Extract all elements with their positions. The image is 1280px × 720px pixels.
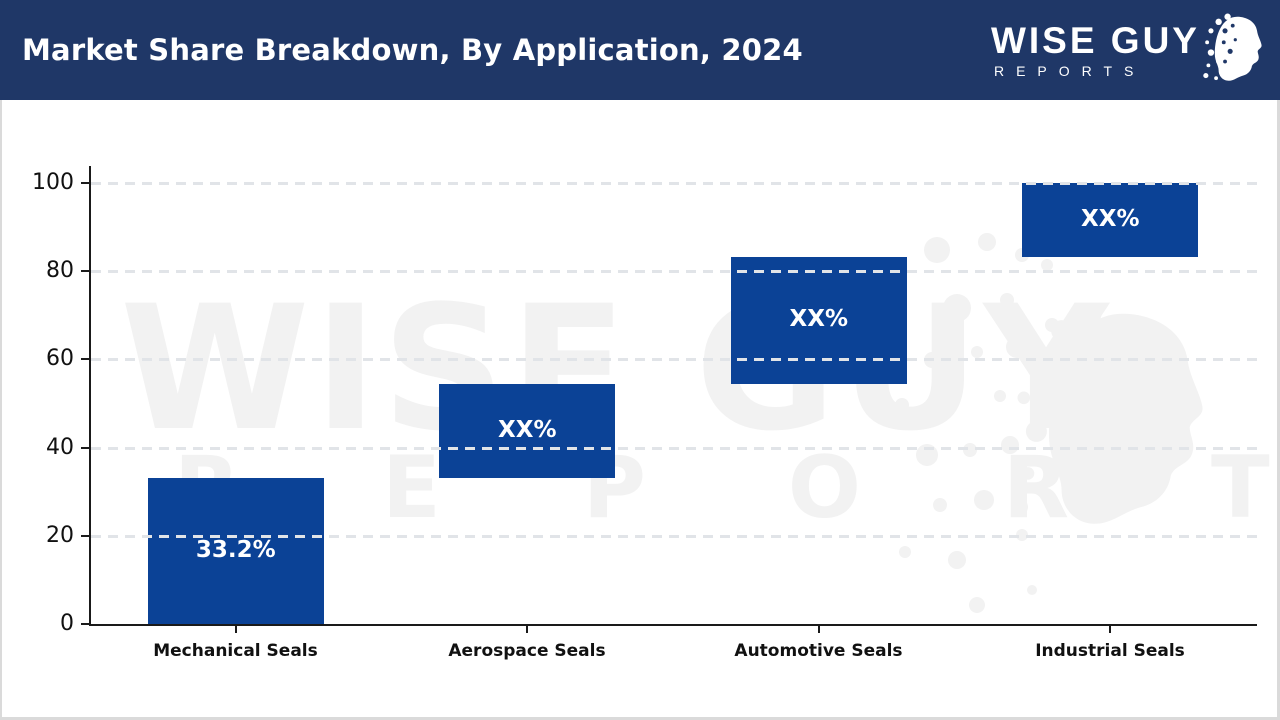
y-tick-label: 80 xyxy=(46,258,74,284)
watermark-dot xyxy=(974,490,994,510)
category-label: Automotive Seals xyxy=(734,641,903,661)
watermark-dot xyxy=(963,443,977,457)
watermark-dot xyxy=(924,237,950,263)
y-tick-label: 0 xyxy=(60,611,74,636)
bar-industrial-seals xyxy=(1022,183,1199,258)
y-axis-line xyxy=(89,166,91,626)
watermark-dot xyxy=(1045,318,1059,332)
watermark-dot xyxy=(948,551,966,569)
watermark-dot xyxy=(940,390,960,410)
bar-value-label: 33.2% xyxy=(195,536,276,563)
bar-value-label: XX% xyxy=(1080,206,1140,233)
gridline-60 xyxy=(91,358,1257,362)
watermark-dot xyxy=(994,390,1006,402)
y-tick-40 xyxy=(81,446,89,449)
x-axis-line xyxy=(89,624,1257,626)
watermark-dot xyxy=(943,294,971,322)
bar-value-label: XX% xyxy=(497,416,557,443)
bar-value-label: XX% xyxy=(789,306,848,333)
logo-subtitle: REPORTS xyxy=(993,62,1146,79)
x-tick xyxy=(817,626,820,633)
category-label: Aerospace Seals xyxy=(448,641,606,661)
header-bar: Market Share Breakdown, By Application, … xyxy=(0,0,1280,100)
y-tick-100 xyxy=(81,182,89,184)
y-tick-label: 40 xyxy=(46,434,74,460)
category-label: Mechanical Seals xyxy=(153,641,318,661)
watermark-dot xyxy=(1000,293,1014,307)
chart-canvas: WISE GUY R E P O R T S 02040608010033.2%… xyxy=(0,100,1280,720)
watermark-dot xyxy=(978,233,996,251)
watermark-dot xyxy=(899,546,911,558)
gridline-100 xyxy=(91,182,1257,185)
wise-guy-reports-logo: WISE GUY REPORTS xyxy=(991,11,1266,89)
watermark-face-icon xyxy=(1011,303,1203,524)
gridline-20 xyxy=(91,534,1257,538)
watermark-dot xyxy=(969,597,985,613)
logo-text: WISE GUY REPORTS xyxy=(990,19,1200,79)
y-tick-label: 20 xyxy=(46,522,74,548)
x-tick xyxy=(234,626,237,633)
y-tick-label: 60 xyxy=(46,346,74,372)
watermark-dot xyxy=(1041,259,1053,271)
watermark-dot xyxy=(933,498,947,512)
bar-automotive-seals xyxy=(730,257,907,384)
watermark-dot xyxy=(1006,336,1028,358)
x-tick xyxy=(526,626,529,633)
bar-aerospace-seals xyxy=(439,383,616,478)
y-tick-label: 100 xyxy=(32,170,74,195)
watermark-dot xyxy=(971,346,983,358)
gridline-40 xyxy=(91,446,1257,450)
category-label: Industrial Seals xyxy=(1035,641,1185,661)
logo-face-icon xyxy=(1203,13,1262,81)
gridline-80 xyxy=(91,270,1257,274)
y-tick-20 xyxy=(81,534,89,537)
chart-title: Market Share Breakdown, By Application, … xyxy=(22,33,803,67)
watermark-dot xyxy=(895,398,909,412)
plot-area: 0 20 40 60 80 100 33.2% Mechanical Seals XX% Aero… xyxy=(2,100,1277,717)
y-tick-80 xyxy=(81,270,89,273)
watermark-dot xyxy=(1027,585,1037,595)
y-tick-60 xyxy=(81,358,89,361)
logo-wordmark: WISE GUY xyxy=(990,19,1200,61)
x-tick xyxy=(1109,626,1112,633)
bar-mechanical-seals xyxy=(147,477,324,624)
y-tick-0 xyxy=(81,623,89,625)
